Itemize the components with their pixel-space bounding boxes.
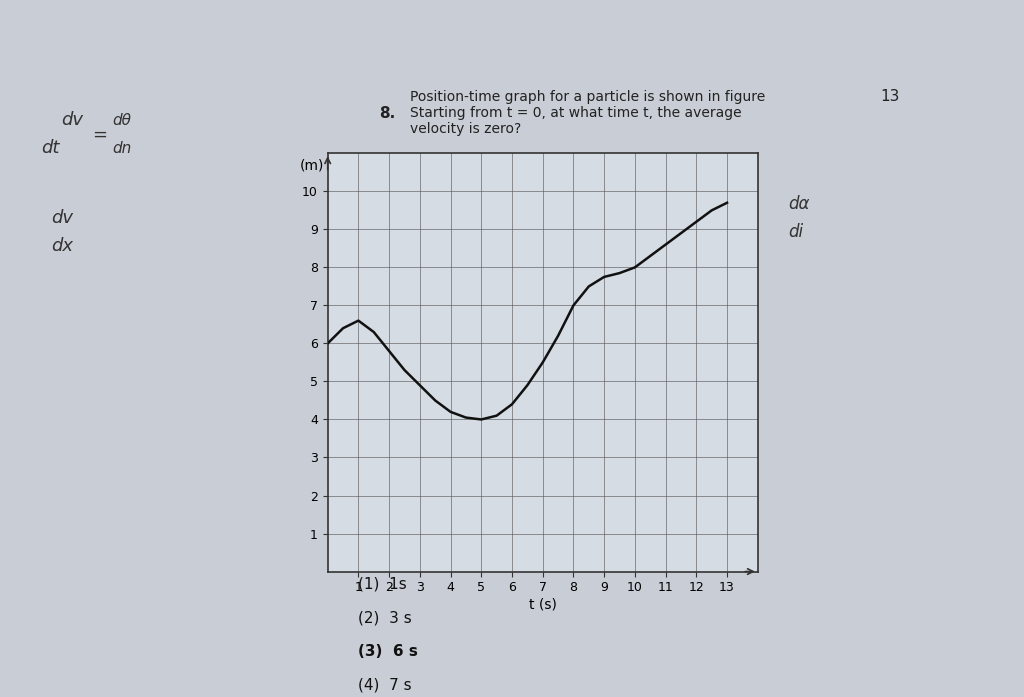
- Text: dv: dv: [51, 209, 73, 227]
- Text: (m): (m): [300, 158, 325, 172]
- Text: 13: 13: [881, 89, 900, 104]
- X-axis label: t (s): t (s): [528, 597, 557, 611]
- Text: (4)  7 s: (4) 7 s: [358, 677, 412, 692]
- Text: velocity is zero?: velocity is zero?: [410, 122, 521, 136]
- Text: dn: dn: [113, 141, 132, 156]
- Text: dθ: dθ: [113, 114, 132, 128]
- Text: (1)  1s: (1) 1s: [358, 577, 408, 592]
- Text: (3)  6 s: (3) 6 s: [358, 644, 418, 659]
- Text: dv: dv: [61, 112, 83, 130]
- Text: dx: dx: [51, 237, 73, 255]
- Text: Starting from t = 0, at what time t, the average: Starting from t = 0, at what time t, the…: [410, 106, 741, 120]
- Text: Position-time graph for a particle is shown in figure: Position-time graph for a particle is sh…: [410, 90, 765, 104]
- Text: (2)  3 s: (2) 3 s: [358, 611, 412, 625]
- Text: =: =: [92, 125, 108, 144]
- Text: 8.: 8.: [379, 107, 395, 121]
- Text: dα: dα: [788, 195, 810, 213]
- Text: di: di: [788, 223, 804, 241]
- Text: dt: dt: [41, 139, 59, 158]
